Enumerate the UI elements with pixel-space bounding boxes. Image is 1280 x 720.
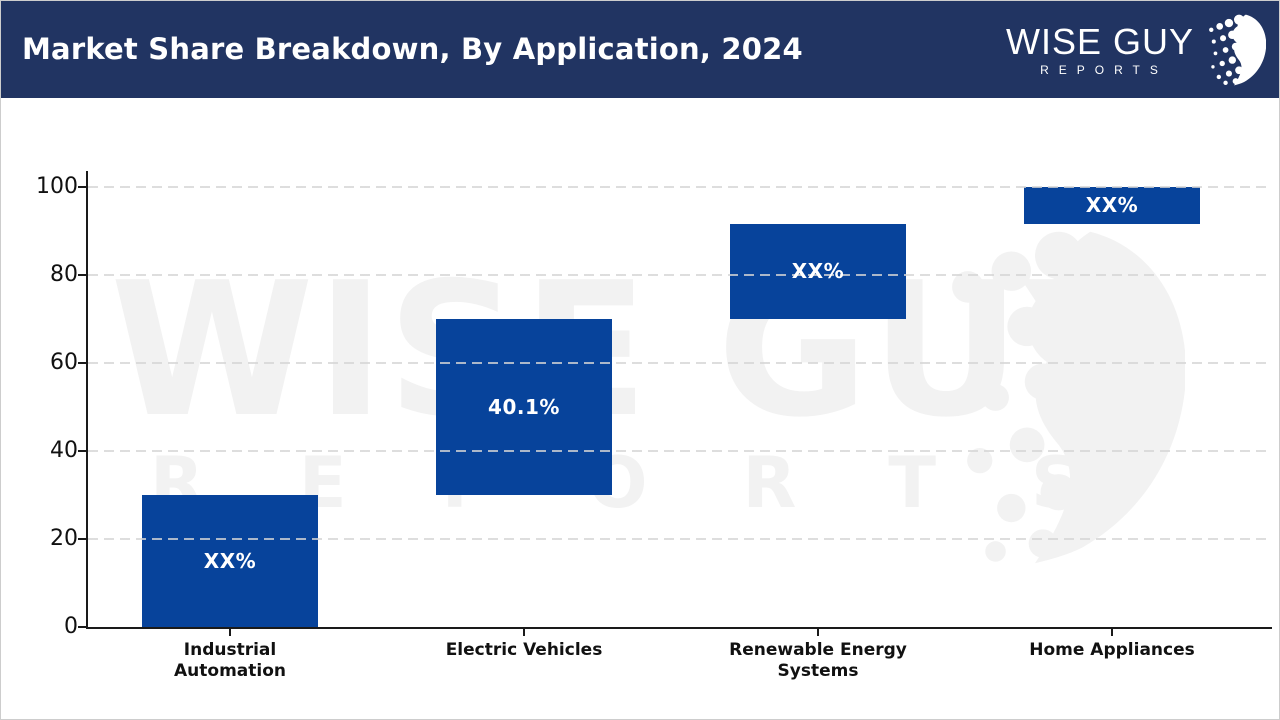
x-axis-tick xyxy=(229,629,231,636)
bar-home-appliances xyxy=(1024,187,1200,224)
header-bar: Market Share Breakdown, By Application, … xyxy=(0,0,1280,98)
y-axis-tick-label: 80 xyxy=(50,262,78,287)
y-axis-line xyxy=(86,171,88,629)
logo-subtext: REPORTS xyxy=(1040,62,1168,77)
x-axis-label-electric-vehicles: Electric Vehicles xyxy=(445,640,603,660)
logo-text: WISE GUY REPORTS xyxy=(1006,23,1194,77)
x-axis-label-renewable-energy-systems: Renewable Energy Systems xyxy=(729,640,907,681)
dotted-head-logo-icon xyxy=(1209,14,1266,86)
bar-value-label-electric-vehicles: 40.1% xyxy=(488,394,560,419)
y-axis-tick xyxy=(78,274,87,276)
y-axis-tick xyxy=(78,538,87,540)
y-axis-tick-label: 60 xyxy=(50,350,78,375)
bar-value-label-industrial-automation: XX% xyxy=(203,549,257,573)
y-axis-tick-label: 20 xyxy=(50,526,78,551)
y-axis-tick xyxy=(78,626,87,628)
gridline-y-100 xyxy=(88,186,1272,188)
gridline-y-20 xyxy=(88,538,1272,540)
y-axis-tick xyxy=(78,362,87,364)
bar-value-label-home-appliances: XX% xyxy=(1085,193,1139,218)
logo-brand-name: WISE GUY xyxy=(1005,21,1194,63)
gridline-y-40 xyxy=(88,450,1272,452)
x-axis-tick xyxy=(523,629,525,636)
x-axis-tick xyxy=(1111,629,1113,636)
y-axis-tick-label: 100 xyxy=(36,174,78,199)
bar-electric-vehicles xyxy=(436,318,612,495)
x-axis-label-industrial-automation: Industrial Automation xyxy=(174,640,286,681)
gridline-y-80 xyxy=(88,274,1272,276)
gridline-y-60 xyxy=(88,362,1272,364)
bar-value-label-renewable-energy-systems: XX% xyxy=(791,259,845,284)
x-axis-tick xyxy=(817,629,819,636)
bar-industrial-automation xyxy=(142,495,318,627)
x-axis-line xyxy=(86,627,1272,629)
y-axis-tick-label: 0 xyxy=(64,614,78,639)
x-axis-label-home-appliances: Home Appliances xyxy=(1029,640,1195,660)
page-title: Market Share Breakdown, By Application, … xyxy=(22,32,803,66)
wise-guy-reports-logo: WISE GUY REPORTS xyxy=(1006,8,1266,92)
y-axis-tick xyxy=(78,450,87,452)
bar-renewable-energy-systems xyxy=(730,223,906,319)
y-axis-tick xyxy=(78,186,87,188)
y-axis-tick-label: 40 xyxy=(50,438,78,463)
